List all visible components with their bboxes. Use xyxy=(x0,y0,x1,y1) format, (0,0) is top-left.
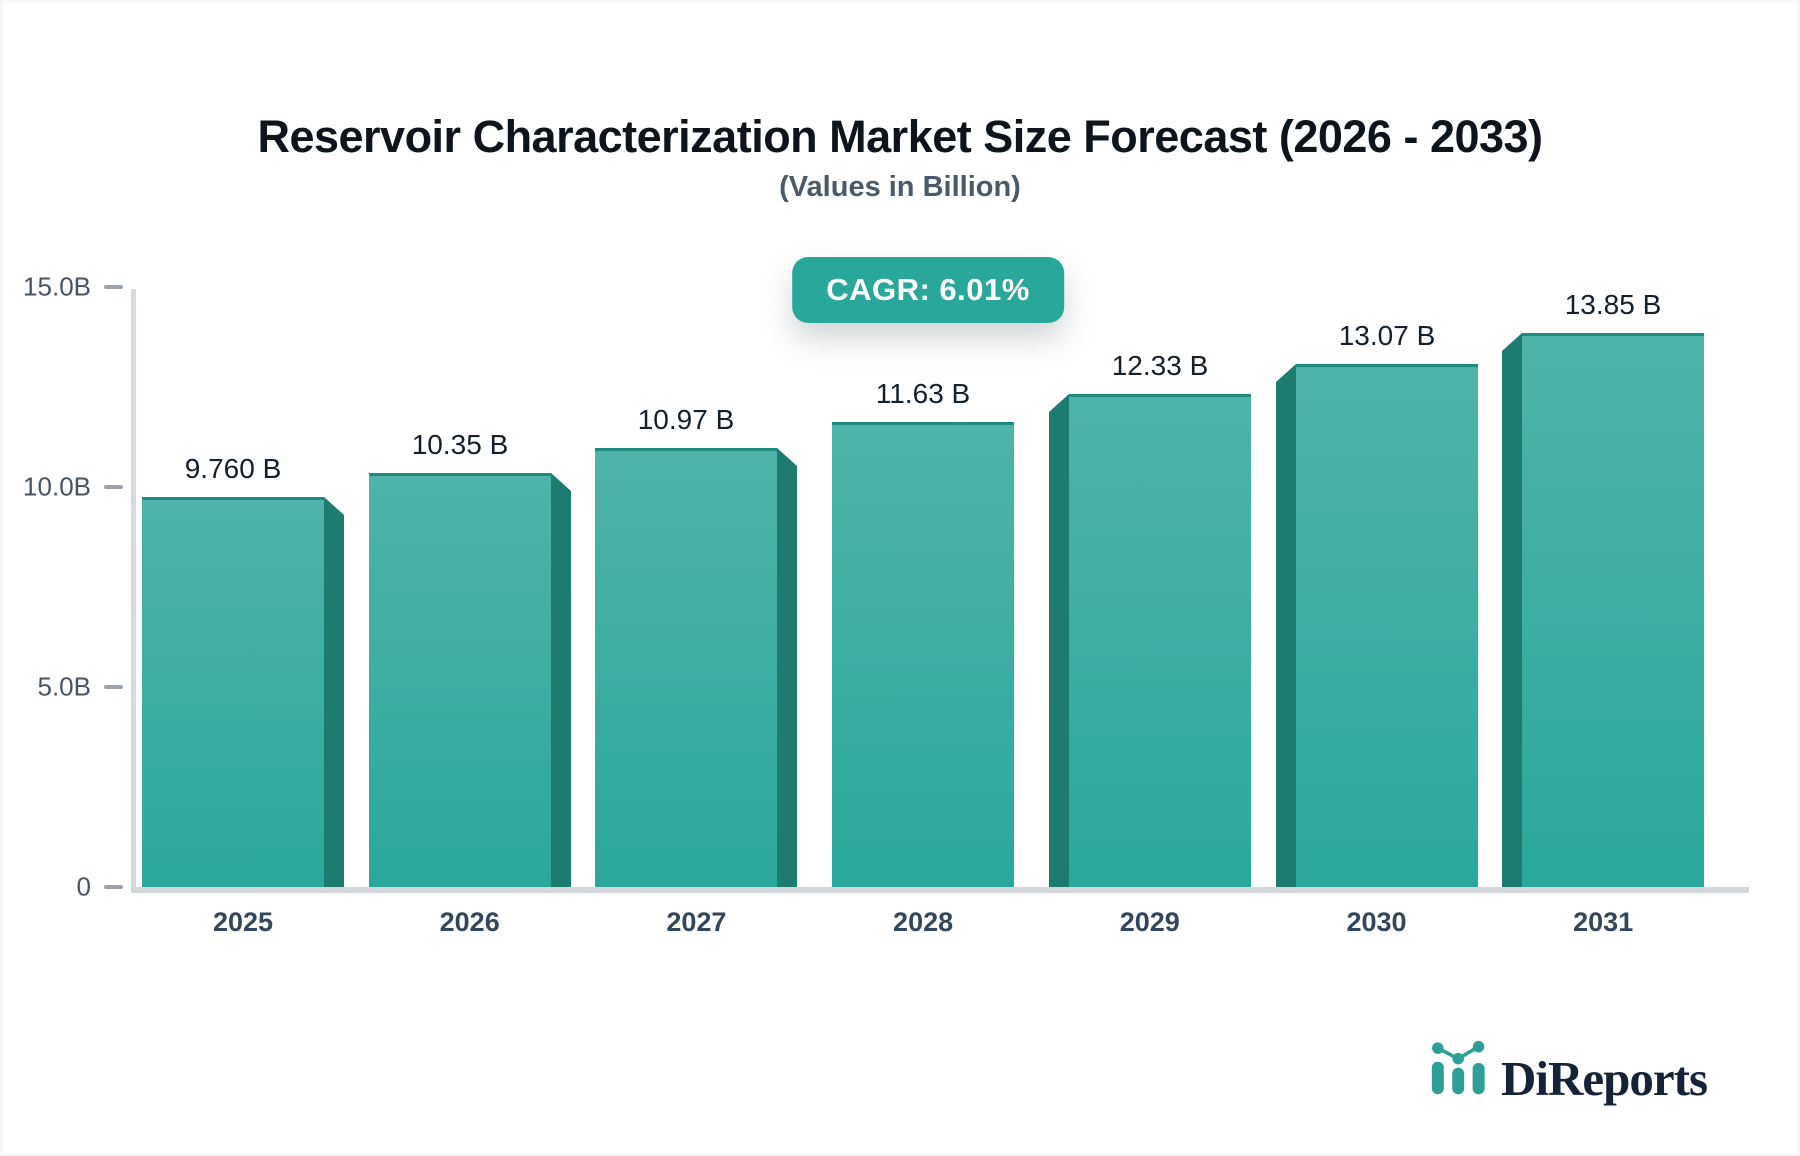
brand-logo-text: DiReports xyxy=(1501,1051,1708,1106)
y-axis-tick-mark xyxy=(104,885,123,889)
bar-face xyxy=(369,473,551,887)
y-axis-tick-mark xyxy=(104,685,123,689)
x-axis-line xyxy=(131,887,1749,893)
bar-2027[interactable] xyxy=(595,448,797,887)
x-axis-label-2027: 2027 xyxy=(666,907,727,937)
bar-value-label: 10.35 B xyxy=(411,429,509,460)
bar-2029[interactable] xyxy=(1049,394,1251,887)
y-axis-tick-mark xyxy=(104,485,123,489)
chart-subtitle: (Values in Billion) xyxy=(779,171,1021,203)
y-axis-tick-label: 15.0B xyxy=(23,271,91,302)
x-axis-label-2028: 2028 xyxy=(893,907,954,937)
y-axis-line xyxy=(131,289,136,887)
bar-face xyxy=(1522,333,1704,887)
bar-3d-side xyxy=(777,448,797,887)
x-axis-label-2029: 2029 xyxy=(1119,907,1180,937)
bar-2025[interactable] xyxy=(142,497,344,887)
y-axis-tick-label: 10.0B xyxy=(23,471,91,502)
x-axis-label-2030: 2030 xyxy=(1346,907,1407,937)
x-axis-label-2026: 2026 xyxy=(439,907,500,937)
bar-2031[interactable] xyxy=(1502,333,1704,887)
chart-title: Reservoir Characterization Market Size F… xyxy=(257,111,1543,162)
bar-value-label: 10.97 B xyxy=(637,404,735,435)
bar-2030[interactable] xyxy=(1276,364,1478,887)
mini-bar-line-chart-icon xyxy=(1431,1040,1485,1095)
bar-face xyxy=(1296,364,1478,887)
bar-2028[interactable] xyxy=(832,422,1014,887)
y-axis-tick-label: 5.0B xyxy=(37,671,92,702)
bar-3d-side xyxy=(324,497,344,887)
bar-3d-side xyxy=(1276,364,1296,887)
cagr-badge: CAGR: 6.01% xyxy=(792,257,1064,323)
bar-3d-side xyxy=(1049,394,1069,887)
y-axis-tick-label: 0 xyxy=(76,871,91,902)
plot-area: 15.0B 10.0B 5.0B 0 9.760 B 10.35 B 10.97 B 11.… xyxy=(3,3,1797,1153)
bar-3d-side xyxy=(1502,333,1522,887)
bar-value-label: 13.85 B xyxy=(1564,289,1662,320)
bar-value-label: 9.760 B xyxy=(184,453,282,484)
y-axis-tick-mark xyxy=(104,285,123,289)
bar-value-label: 12.33 B xyxy=(1111,350,1209,381)
x-axis-label-2025: 2025 xyxy=(212,907,274,937)
bar-face xyxy=(142,497,324,887)
bar-face xyxy=(595,448,777,887)
bar-3d-side xyxy=(551,473,571,887)
brand-logo: DiReports xyxy=(1427,1039,1708,1111)
chart-card: Reservoir Characterization Market Size F… xyxy=(3,3,1797,1153)
bar-face xyxy=(832,422,1014,887)
bar-face xyxy=(1069,394,1251,887)
bar-value-label: 13.07 B xyxy=(1338,320,1436,351)
bar-value-label: 11.63 B xyxy=(875,378,971,409)
x-axis-label-2031: 2031 xyxy=(1573,907,1634,937)
bar-2026[interactable] xyxy=(369,473,571,887)
